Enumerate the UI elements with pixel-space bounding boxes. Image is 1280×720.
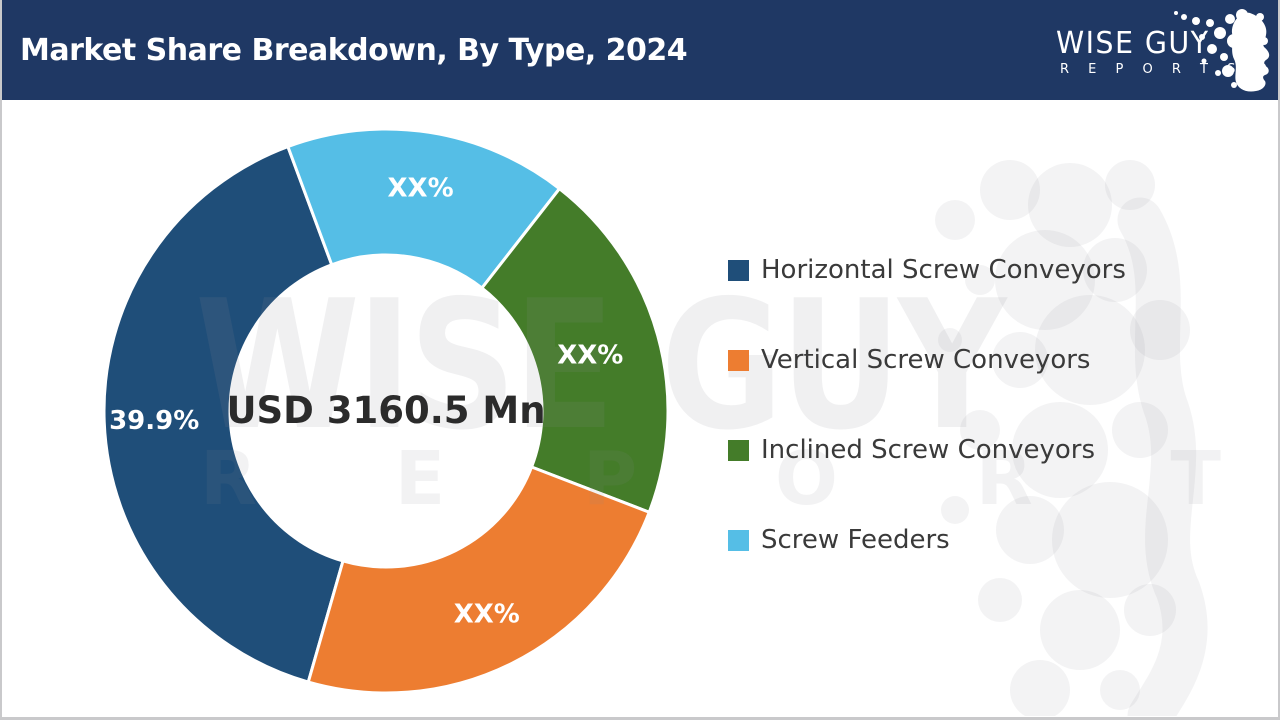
slice-value-label: 39.9% <box>109 406 199 436</box>
legend-swatch <box>728 259 749 281</box>
legend-item: Vertical Screw Conveyors <box>728 345 1126 375</box>
donut-center-value: USD 3160.5 Mn <box>226 389 545 432</box>
wise-guy-logo: WISE GUY R E P O R T S <box>1032 0 1272 100</box>
slice-value-label: XX% <box>557 340 623 370</box>
pie-slice <box>479 186 670 515</box>
legend-label: Horizontal Screw Conveyors <box>761 255 1126 285</box>
donut-chart: 39.9% XX% XX% XX% USD 3160.5 Mn <box>0 100 780 720</box>
logo-face-icon <box>1174 9 1270 92</box>
logo-subtext: R E P O R T S <box>1060 62 1243 77</box>
legend-item: Horizontal Screw Conveyors <box>728 255 1126 285</box>
legend-swatch <box>728 349 749 371</box>
legend: Horizontal Screw Conveyors Vertical Screw… <box>728 255 1126 615</box>
legend-swatch <box>728 439 749 461</box>
slice-value-label: XX% <box>454 599 520 629</box>
donut-labels: 39.9% XX% XX% XX% USD 3160.5 Mn <box>109 174 623 630</box>
legend-label: Inclined Screw Conveyors <box>761 435 1096 465</box>
page-title: Market Share Breakdown, By Type, 2024 <box>20 33 688 68</box>
legend-label: Screw Feeders <box>761 525 950 555</box>
legend-item: Screw Feeders <box>728 525 1126 555</box>
legend-item: Inclined Screw Conveyors <box>728 435 1126 465</box>
header-bar: Market Share Breakdown, By Type, 2024 WI… <box>0 0 1280 100</box>
logo-text: WISE GUY <box>1056 26 1210 61</box>
pie-slice <box>102 144 345 684</box>
donut-slices <box>102 127 670 695</box>
legend-label: Vertical Screw Conveyors <box>761 345 1091 375</box>
pie-slice <box>285 127 562 291</box>
pie-slice <box>306 465 652 695</box>
legend-swatch <box>728 529 749 551</box>
slice-value-label: XX% <box>387 174 453 204</box>
